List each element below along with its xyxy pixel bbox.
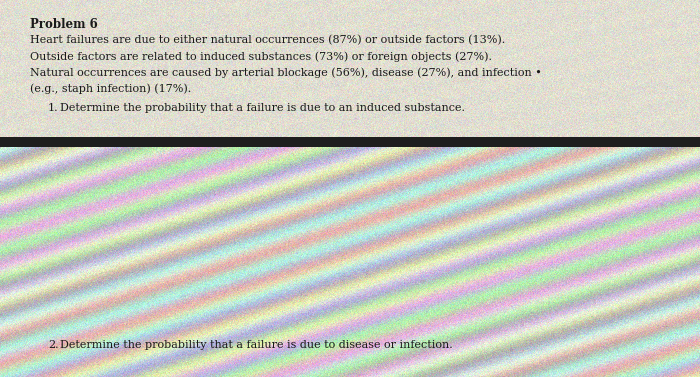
Bar — [0, 137, 700, 147]
Text: Outside factors are related to induced substances (73%) or foreign objects (27%): Outside factors are related to induced s… — [30, 51, 492, 61]
Text: Determine the probability that a failure is due to an induced substance.: Determine the probability that a failure… — [60, 103, 465, 113]
Text: (e.g., staph infection) (17%).: (e.g., staph infection) (17%). — [30, 83, 191, 93]
Text: Natural occurrences are caused by arterial blockage (56%), disease (27%), and in: Natural occurrences are caused by arteri… — [30, 67, 542, 78]
Text: 1.: 1. — [48, 103, 59, 113]
Text: Determine the probability that a failure is due to disease or infection.: Determine the probability that a failure… — [60, 340, 453, 350]
Text: 2.: 2. — [48, 340, 59, 350]
Text: Heart failures are due to either natural occurrences (87%) or outside factors (1: Heart failures are due to either natural… — [30, 35, 505, 45]
Text: Problem 6: Problem 6 — [30, 18, 98, 31]
